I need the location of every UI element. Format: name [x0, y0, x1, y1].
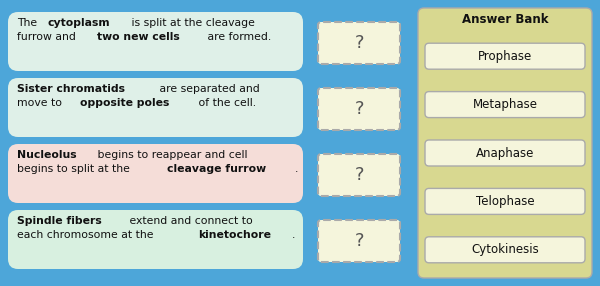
Text: of the cell.: of the cell.	[195, 98, 256, 108]
Text: two new cells: two new cells	[97, 31, 180, 41]
Text: cytoplasm: cytoplasm	[47, 18, 110, 28]
FancyBboxPatch shape	[318, 154, 400, 196]
Text: ?: ?	[354, 100, 364, 118]
Text: is split at the cleavage: is split at the cleavage	[128, 18, 255, 28]
Text: cleavage furrow: cleavage furrow	[167, 164, 266, 174]
Text: opposite poles: opposite poles	[80, 98, 169, 108]
FancyBboxPatch shape	[425, 43, 585, 69]
Text: furrow and: furrow and	[17, 31, 79, 41]
FancyBboxPatch shape	[418, 8, 592, 278]
FancyBboxPatch shape	[8, 78, 303, 137]
FancyBboxPatch shape	[8, 144, 303, 203]
Text: Answer Bank: Answer Bank	[462, 13, 548, 26]
Text: Spindle fibers: Spindle fibers	[17, 216, 102, 226]
FancyBboxPatch shape	[8, 210, 303, 269]
Text: kinetochore: kinetochore	[197, 229, 271, 239]
Text: Prophase: Prophase	[478, 50, 532, 63]
FancyBboxPatch shape	[318, 220, 400, 262]
Text: are separated and: are separated and	[157, 84, 260, 94]
Text: Telophase: Telophase	[476, 195, 535, 208]
Text: Sister chromatids: Sister chromatids	[17, 84, 125, 94]
Text: begins to reappear and cell: begins to reappear and cell	[94, 150, 247, 160]
FancyBboxPatch shape	[425, 140, 585, 166]
FancyBboxPatch shape	[318, 88, 400, 130]
Text: ?: ?	[354, 232, 364, 250]
Text: extend and connect to: extend and connect to	[127, 216, 253, 226]
Text: Nucleolus: Nucleolus	[17, 150, 77, 160]
FancyBboxPatch shape	[318, 22, 400, 64]
Text: are formed.: are formed.	[204, 31, 272, 41]
FancyBboxPatch shape	[425, 92, 585, 118]
Text: Cytokinesis: Cytokinesis	[471, 243, 539, 256]
Text: ?: ?	[354, 166, 364, 184]
FancyBboxPatch shape	[425, 188, 585, 214]
Text: each chromosome at the: each chromosome at the	[17, 229, 157, 239]
Text: Metaphase: Metaphase	[473, 98, 538, 111]
Text: .: .	[295, 164, 298, 174]
Text: The: The	[17, 18, 41, 28]
Text: Anaphase: Anaphase	[476, 146, 534, 160]
Text: move to: move to	[17, 98, 65, 108]
FancyBboxPatch shape	[8, 12, 303, 71]
FancyBboxPatch shape	[425, 237, 585, 263]
Text: .: .	[292, 229, 295, 239]
Text: begins to split at the: begins to split at the	[17, 164, 133, 174]
Text: ?: ?	[354, 34, 364, 52]
